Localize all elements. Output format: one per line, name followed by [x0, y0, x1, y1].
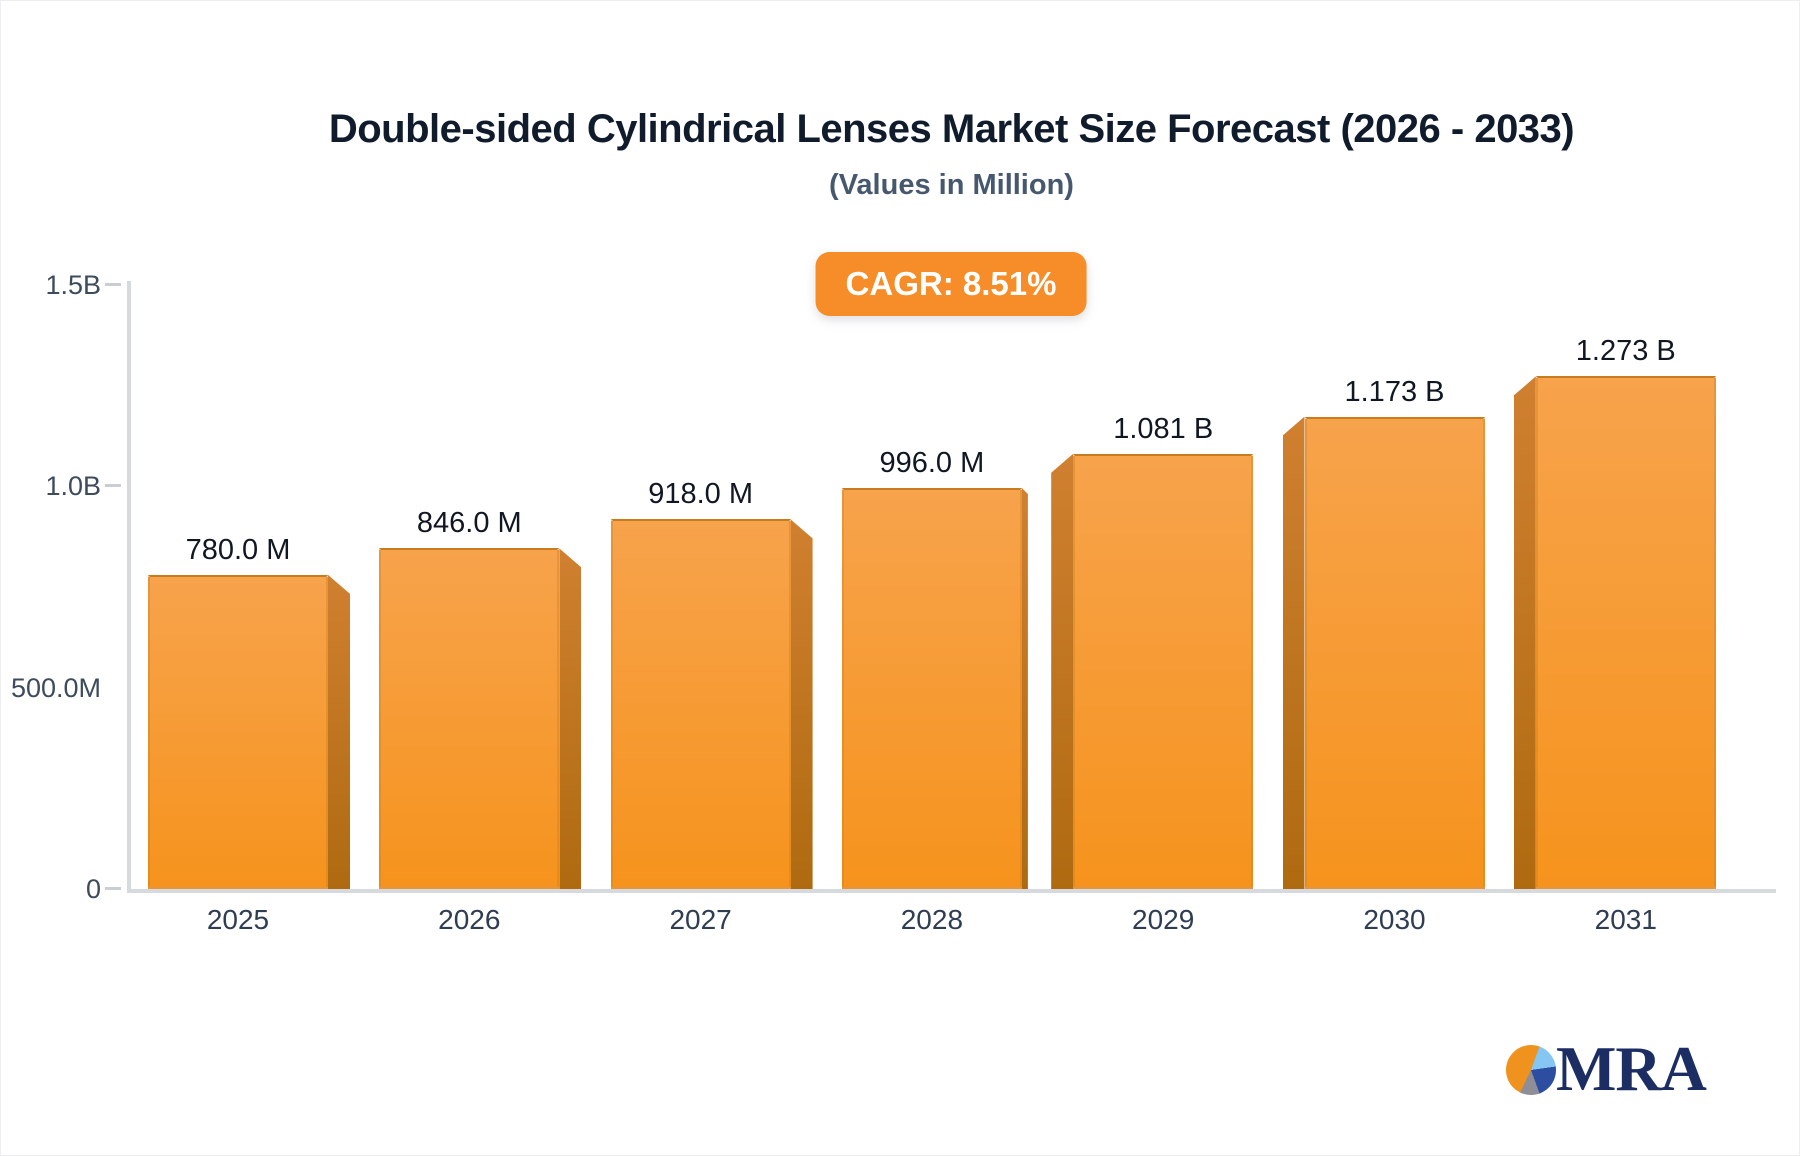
y-axis-line [127, 281, 131, 893]
chart-title: Double-sided Cylindrical Lenses Market S… [328, 107, 1575, 151]
y-tick-mark [105, 484, 121, 488]
bar-2026-value-label: 846.0 M [416, 507, 522, 540]
bar-2028-side [1021, 487, 1028, 889]
bar-2029-value-label: 1.081 B [1113, 412, 1214, 445]
bar-2031-value-label: 1.273 B [1575, 335, 1676, 368]
bar-2025[interactable] [148, 574, 328, 889]
pie-chart-icon [1506, 1045, 1556, 1095]
x-tick-label-2028: 2028 [900, 904, 964, 935]
bar-2025-side [328, 574, 350, 889]
bar-2027-side [790, 519, 813, 889]
y-tick-mark [105, 283, 121, 286]
bar-2029-side [1051, 453, 1074, 889]
y-tick-label-500.0M: 500.0M [10, 672, 101, 703]
bar-2030-side [1282, 416, 1305, 889]
bar-2031-side [1513, 376, 1536, 889]
bar-2029[interactable] [1073, 453, 1254, 889]
bar-2026[interactable] [379, 548, 560, 889]
x-tick-label-2030: 2030 [1363, 904, 1426, 935]
bar-2031[interactable] [1535, 376, 1716, 889]
mra-logo: MRA [1504, 1029, 1724, 1109]
bar-2030-value-label: 1.173 B [1344, 375, 1445, 408]
y-tick-label-1.0B: 1.0B [45, 471, 101, 502]
bar-2027-value-label: 918.0 M [648, 478, 753, 511]
x-tick-label-2027: 2027 [669, 904, 732, 935]
y-tick-label-0: 0 [85, 874, 101, 904]
x-tick-label-2031: 2031 [1594, 904, 1657, 935]
x-tick-label-2026: 2026 [438, 904, 501, 935]
bar-2028-value-label: 996.0 M [879, 446, 985, 479]
bar-2025-value-label: 780.0 M [185, 533, 291, 566]
bar-2027[interactable] [610, 519, 791, 889]
cagr-badge: CAGR: 8.51% [815, 252, 1087, 316]
x-tick-label-2029: 2029 [1132, 904, 1195, 935]
y-tick-label-1.5B: 1.5B [45, 270, 101, 300]
mra-logo-text: MRA [1556, 1033, 1707, 1104]
x-tick-label-2025: 2025 [206, 904, 270, 935]
y-tick-mark [105, 887, 121, 890]
x-axis-line [127, 889, 1776, 893]
bar-2026-side [559, 548, 582, 889]
bar-2028[interactable] [841, 487, 1022, 889]
chart-subtitle: (Values in Million) [829, 169, 1074, 201]
bar-2030[interactable] [1304, 416, 1485, 889]
